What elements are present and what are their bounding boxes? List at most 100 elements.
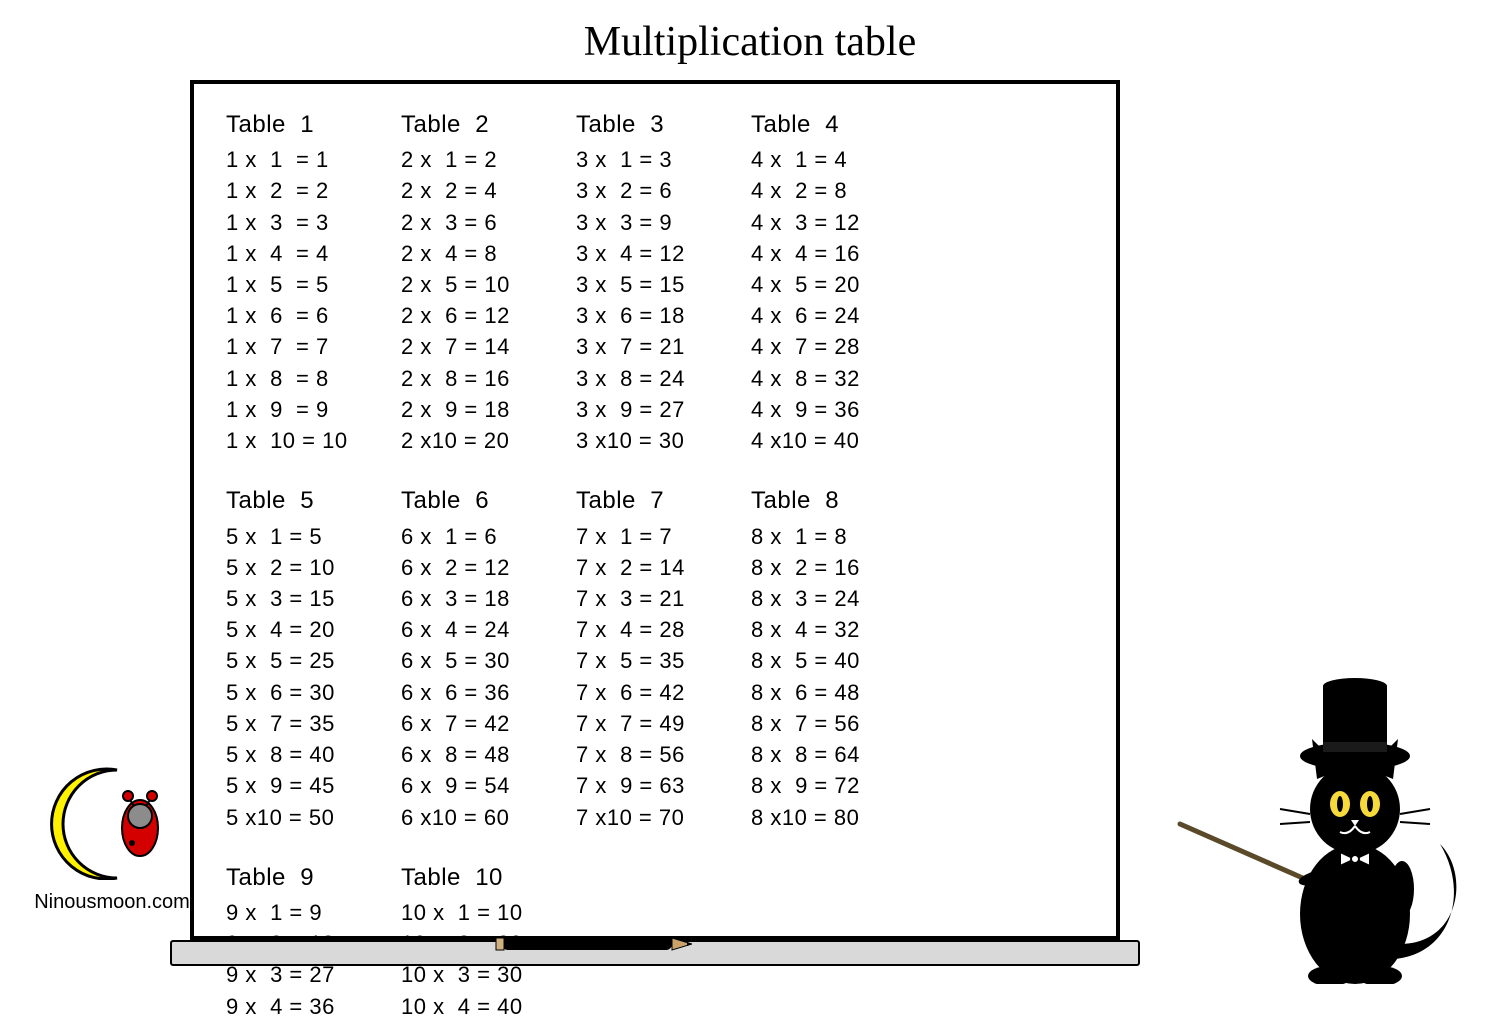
table-row: 6 x 7 = 42 [401,708,576,739]
table-row: 3 x 2 = 6 [576,175,751,206]
table-header: Table 1 [226,108,401,142]
site-name: Ninousmoon.com [32,891,192,914]
table-row: 6 x10 = 60 [401,802,576,833]
table-row: 2 x 1 = 2 [401,144,576,175]
table-row: 2 x 6 = 12 [401,300,576,331]
table-row: 1 x 1 = 1 [226,144,401,175]
table-column: Table 22 x 1 = 22 x 2 = 42 x 3 = 62 x 4 … [401,108,576,456]
table-row: 5 x 2 = 10 [226,552,401,583]
table-row: 10 x 4 = 40 [401,991,576,1022]
table-row: 8 x 5 = 40 [751,645,926,676]
table-row: 1 x 6 = 6 [226,300,401,331]
page-title: Multiplication table [0,18,1500,66]
table-row: 5 x 1 = 5 [226,521,401,552]
tables-grid: Table 11 x 1 = 11 x 2 = 21 x 3 = 31 x 4 … [194,84,1116,1024]
table-row: 8 x 7 = 56 [751,708,926,739]
table-column: Table 66 x 1 = 66 x 2 = 126 x 3 = 186 x … [401,484,576,832]
table-row: 2 x 2 = 4 [401,175,576,206]
table-row: 7 x 3 = 21 [576,583,751,614]
table-header: Table 2 [401,108,576,142]
table-row: 7 x 7 = 49 [576,708,751,739]
table-row: 1 x 3 = 3 [226,207,401,238]
table-row: 6 x 1 = 6 [401,521,576,552]
table-header: Table 9 [226,861,401,895]
table-column: Table 55 x 1 = 55 x 2 = 105 x 3 = 15 5 x … [226,484,401,832]
table-header: Table 3 [576,108,751,142]
table-row: 3 x 8 = 24 [576,363,751,394]
table-header: Table 7 [576,484,751,518]
table-row: 7 x 5 = 35 [576,645,751,676]
pencil-icon [482,936,692,952]
table-row: 7 x 6 = 42 [576,677,751,708]
table-row: 6 x 5 = 30 [401,645,576,676]
table-header: Table 5 [226,484,401,518]
table-row: 6 x 2 = 12 [401,552,576,583]
table-row: 4 x 6 = 24 [751,300,926,331]
table-row: 4 x 1 = 4 [751,144,926,175]
table-row: 4 x 3 = 12 [751,207,926,238]
table-row: 6 x 8 = 48 [401,739,576,770]
table-column: Table 44 x 1 = 44 x 2 = 84 x 3 = 124 x 4… [751,108,926,456]
table-row: 3 x 6 = 18 [576,300,751,331]
table-row: 3 x 7 = 21 [576,331,751,362]
table-row: 2 x 8 = 16 [401,363,576,394]
cat-character-icon [1170,644,1470,984]
site-logo: Ninousmoon.com [32,760,192,914]
table-row: 5 x 8 = 40 [226,739,401,770]
whiteboard-wrap: Table 11 x 1 = 11 x 2 = 21 x 3 = 31 x 4 … [190,80,1120,980]
table-row: 8 x 8 = 64 [751,739,926,770]
table-row: 8 x 2 = 16 [751,552,926,583]
table-row: 4 x 5 = 20 [751,269,926,300]
table-row: 4 x 8 = 32 [751,363,926,394]
table-row: 4 x10 = 40 [751,425,926,456]
table-row: 1 x 10 = 10 [226,425,401,456]
table-row: 2 x 4 = 8 [401,238,576,269]
table-row: 4 x 7 = 28 [751,331,926,362]
table-row: 3 x 9 = 27 [576,394,751,425]
table-header: Table 10 [401,861,576,895]
table-row: 2 x 7 = 14 [401,331,576,362]
table-row: 8 x 4 = 32 [751,614,926,645]
table-row: 6 x 3 = 18 [401,583,576,614]
table-row: 7 x 2 = 14 [576,552,751,583]
table-row: 7 x 1 = 7 [576,521,751,552]
table-row: 8 x 6 = 48 [751,677,926,708]
table-row: 2 x 5 = 10 [401,269,576,300]
table-row: 5 x 9 = 45 [226,770,401,801]
table-row: 6 x 4 = 24 [401,614,576,645]
table-column: Table 77 x 1 = 77 x 2 = 147 x 3 = 217 x … [576,484,751,832]
table-row: 9 x 1 = 9 [226,897,401,928]
table-row: 4 x 2 = 8 [751,175,926,206]
board-tray [170,940,1140,966]
table-row: 8 x 1 = 8 [751,521,926,552]
table-row: 5 x 7 = 35 [226,708,401,739]
table-row: 9 x 4 = 36 [226,991,401,1022]
table-row: 7 x 9 = 63 [576,770,751,801]
table-row: 2 x10 = 20 [401,425,576,456]
table-row: 5 x 5 = 25 [226,645,401,676]
table-row: 5 x 3 = 15 [226,583,401,614]
table-row: 7 x10 = 70 [576,802,751,833]
table-row: 1 x 5 = 5 [226,269,401,300]
table-header: Table 6 [401,484,576,518]
table-column: Table 88 x 1 = 88 x 2 = 168 x 3 = 248 x … [751,484,926,832]
table-row: 10 x 1 = 10 [401,897,576,928]
table-row: 8 x10 = 80 [751,802,926,833]
table-row: 1 x 4 = 4 [226,238,401,269]
moon-icon [42,760,182,880]
table-row: 4 x 9 = 36 [751,394,926,425]
table-column: Table 11 x 1 = 11 x 2 = 21 x 3 = 31 x 4 … [226,108,401,456]
table-row: 7 x 8 = 56 [576,739,751,770]
table-row: 3 x 1 = 3 [576,144,751,175]
table-row: 8 x 3 = 24 [751,583,926,614]
table-row: 6 x 6 = 36 [401,677,576,708]
table-row: 4 x 4 = 16 [751,238,926,269]
page: Multiplication table Table 11 x 1 = 11 x… [0,0,1500,1024]
table-row: 6 x 9 = 54 [401,770,576,801]
table-header: Table 4 [751,108,926,142]
table-row: 1 x 8 = 8 [226,363,401,394]
table-row: 7 x 4 = 28 [576,614,751,645]
table-row: 1 x 7 = 7 [226,331,401,362]
table-header: Table 8 [751,484,926,518]
whiteboard: Table 11 x 1 = 11 x 2 = 21 x 3 = 31 x 4 … [190,80,1120,940]
